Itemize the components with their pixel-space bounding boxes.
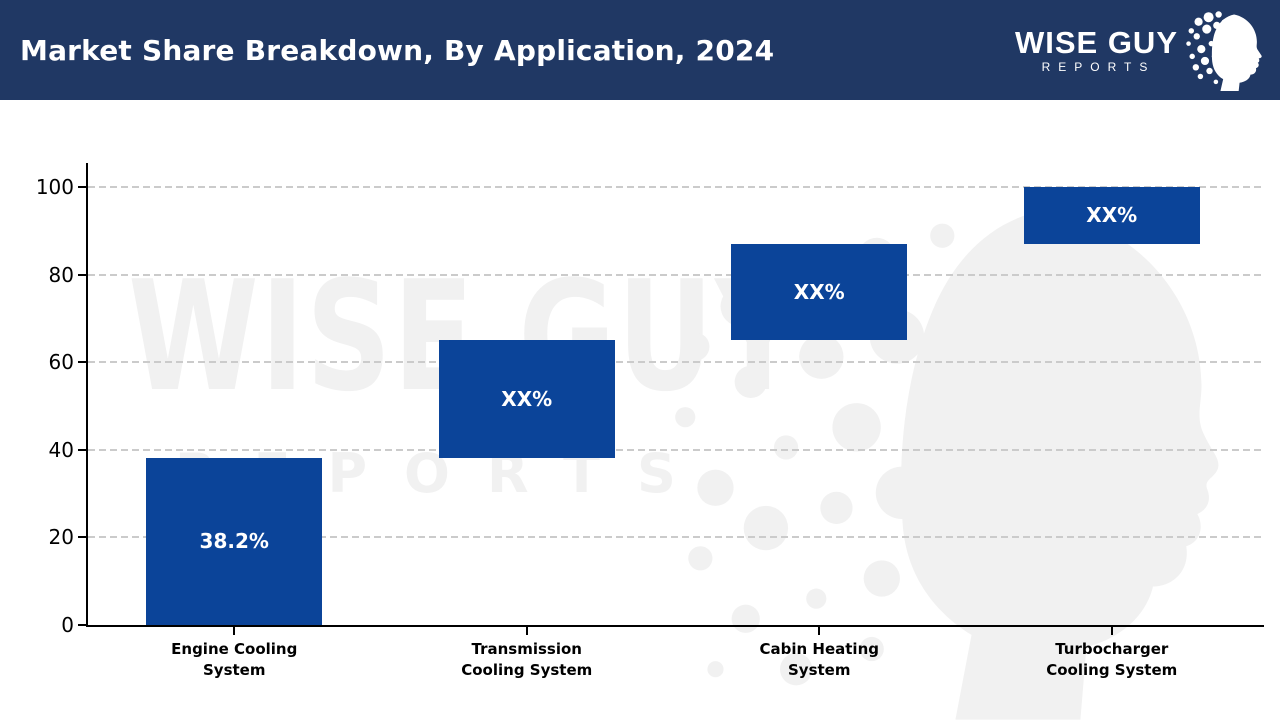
- head-silhouette-icon: [1186, 11, 1262, 91]
- x-tick-4: [1110, 627, 1113, 635]
- x-tick-2: [525, 627, 528, 635]
- x-axis-spine: [86, 625, 1264, 627]
- bar-1: [146, 457, 323, 625]
- x-category-label-4: Turbocharger Cooling System: [1046, 640, 1178, 679]
- logo-name: WISE GUY: [1014, 25, 1178, 60]
- y-tick-label-0: 0: [61, 613, 74, 637]
- wise-guy-logo: WISE GUY REPORTS: [1015, 8, 1266, 92]
- bar-value-label-4: XX%: [1086, 203, 1138, 228]
- x-category-label-2: Transmission Cooling System: [461, 640, 593, 679]
- logo-text: WISE GUY REPORTS: [1015, 26, 1178, 74]
- x-tick-1: [233, 627, 236, 635]
- x-category-label-1: Engine Cooling System: [171, 640, 298, 679]
- y-tick-0: [78, 624, 86, 626]
- gridline-80: [88, 273, 1264, 276]
- y-tick-label-60: 60: [48, 350, 74, 375]
- bar-value-label-2: XX%: [501, 386, 553, 411]
- y-tick-80: [78, 273, 86, 276]
- y-tick-60: [78, 361, 86, 364]
- bar-2: [438, 340, 615, 458]
- page-title: Market Share Breakdown, By Application, …: [20, 33, 775, 67]
- gridline-20: [88, 536, 1264, 539]
- y-tick-40: [78, 448, 86, 451]
- x-tick-3: [818, 627, 821, 635]
- plot-area: 0 20 40 60 80 100 38.2% Engine Cooling System XX…: [0, 100, 1280, 720]
- gridline-40: [88, 448, 1264, 451]
- y-tick-20: [78, 536, 86, 539]
- y-tick-label-40: 40: [48, 437, 74, 462]
- logo-tagline: REPORTS: [1041, 60, 1156, 74]
- y-tick-label-100: 100: [35, 175, 74, 199]
- header-bar: Market Share Breakdown, By Application, …: [0, 0, 1280, 100]
- y-tick-label-80: 80: [48, 262, 74, 287]
- waterfall-chart: WISE GUY REPORTS 0 20 40 60 80 100 38.2% Engine…: [0, 100, 1280, 720]
- y-axis-spine: [86, 163, 88, 627]
- gridline-60: [88, 361, 1264, 364]
- bar-value-label-1: 38.2%: [199, 529, 269, 554]
- gridline-100: [88, 186, 1264, 188]
- y-tick-label-20: 20: [48, 525, 74, 550]
- bar-value-label-3: XX%: [793, 280, 845, 305]
- x-category-label-3: Cabin Heating System: [759, 640, 880, 679]
- y-tick-100: [78, 186, 86, 188]
